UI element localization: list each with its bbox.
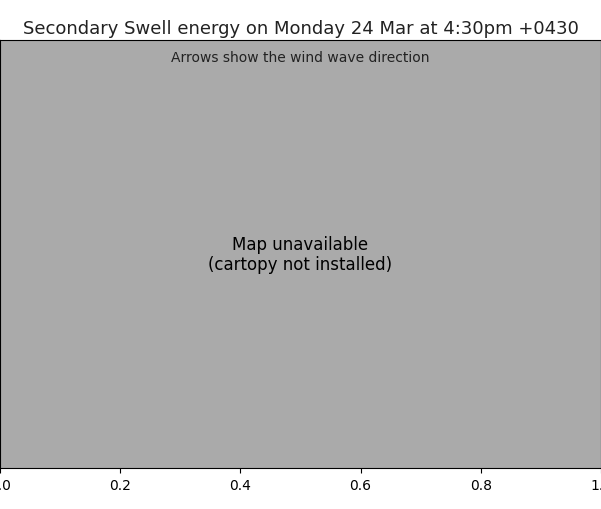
Text: Map unavailable
(cartopy not installed): Map unavailable (cartopy not installed)	[209, 235, 392, 274]
Text: Secondary Swell energy on Monday 24 Mar at 4:30pm +0430: Secondary Swell energy on Monday 24 Mar …	[23, 20, 578, 38]
Text: Arrows show the wind wave direction: Arrows show the wind wave direction	[171, 51, 430, 65]
